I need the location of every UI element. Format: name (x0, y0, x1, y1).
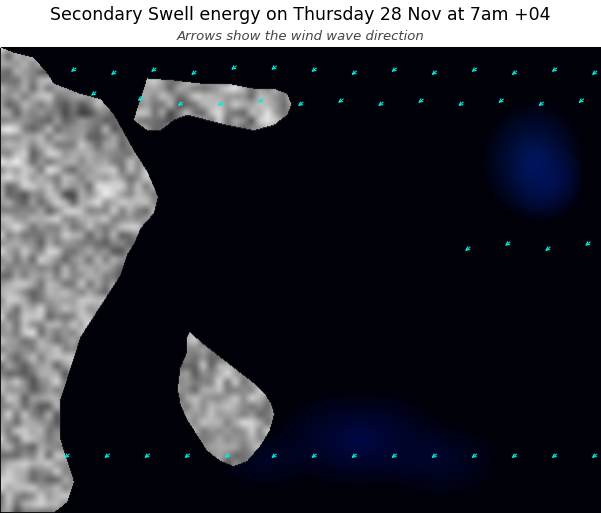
Text: Secondary Swell energy on Thursday 28 Nov at 7am +04: Secondary Swell energy on Thursday 28 No… (50, 6, 551, 24)
Text: Arrows show the wind wave direction: Arrows show the wind wave direction (177, 30, 424, 43)
